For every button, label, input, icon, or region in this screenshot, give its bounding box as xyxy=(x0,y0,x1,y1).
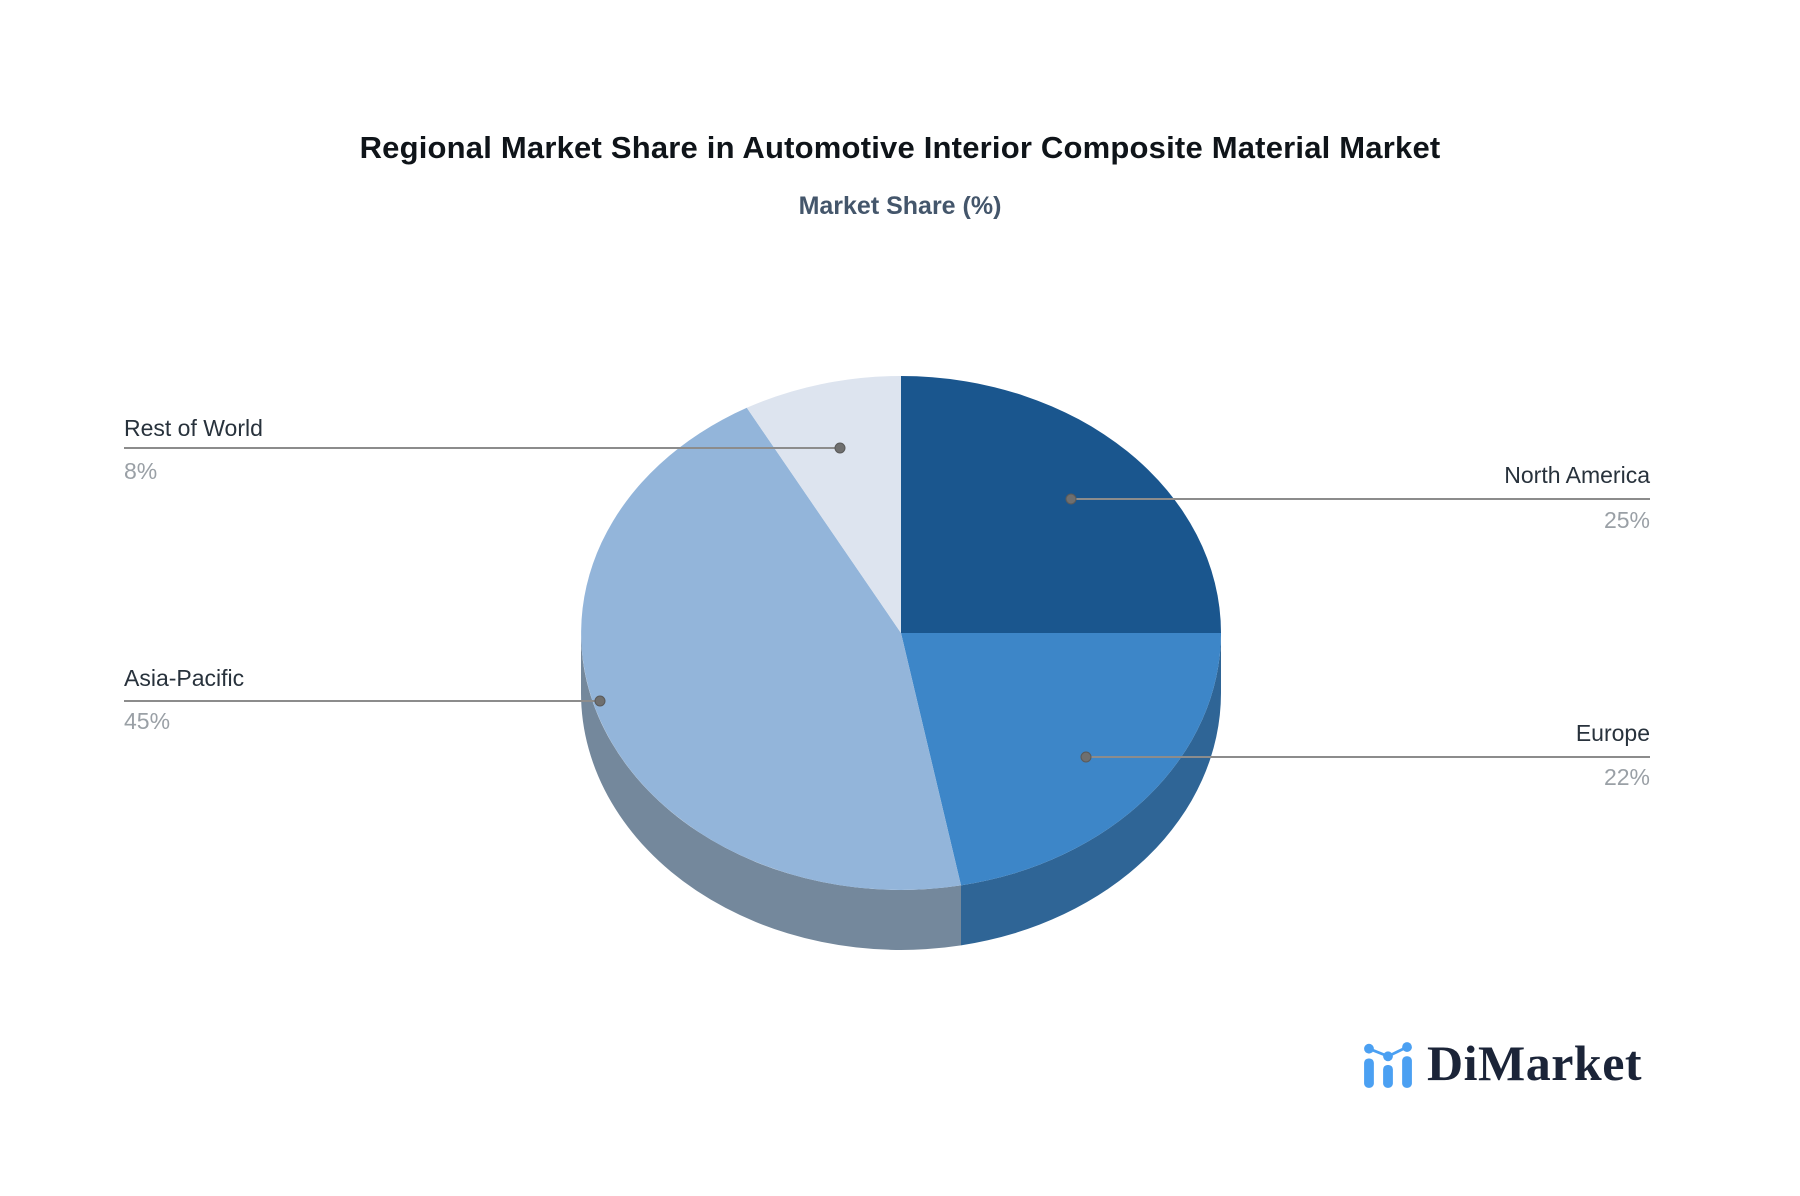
pie-slice-north-america xyxy=(901,376,1221,633)
label-europe: Europe xyxy=(1575,720,1650,746)
callout-dot-europe xyxy=(1080,751,1092,763)
pie-slice-europe xyxy=(901,633,1221,886)
value-asia-pacific: 45% xyxy=(124,708,171,734)
pie-slice-asia-pacific xyxy=(581,407,961,890)
value-north-america: 25% xyxy=(1603,507,1650,533)
value-europe: 22% xyxy=(1603,764,1650,790)
pie-slice-rest-of-world xyxy=(746,376,901,633)
brand-logo: DiMarket xyxy=(1363,1038,1642,1088)
chart-title: Regional Market Share in Automotive Inte… xyxy=(359,130,1441,165)
callout-dot-rest-of-world xyxy=(834,442,846,454)
bar-chart-icon xyxy=(1364,1042,1412,1088)
callout-dot-north-america xyxy=(1065,493,1077,505)
value-rest-of-world: 8% xyxy=(124,458,158,484)
brand-name: DiMarket xyxy=(1427,1035,1643,1091)
pie-slice-side-asia-pacific xyxy=(581,633,961,950)
callout-dot-asia-pacific xyxy=(594,695,606,707)
pie-slice-side-europe xyxy=(961,633,1221,946)
chart-subtitle: Market Share (%) xyxy=(798,192,1002,220)
label-rest-of-world: Rest of World xyxy=(124,415,263,441)
label-asia-pacific: Asia-Pacific xyxy=(124,665,245,691)
label-north-america: North America xyxy=(1504,462,1650,488)
